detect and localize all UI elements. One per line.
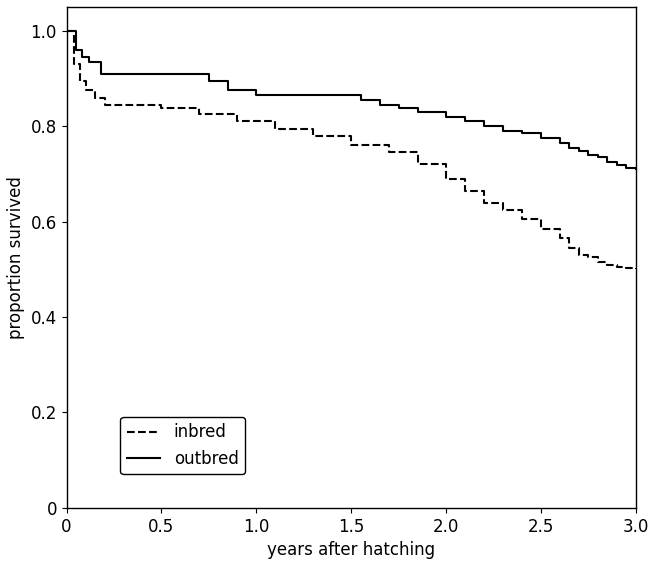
X-axis label: years after hatching: years after hatching	[267, 541, 436, 559]
Legend: inbred, outbred: inbred, outbred	[121, 417, 245, 474]
Y-axis label: proportion survived: proportion survived	[7, 176, 25, 339]
